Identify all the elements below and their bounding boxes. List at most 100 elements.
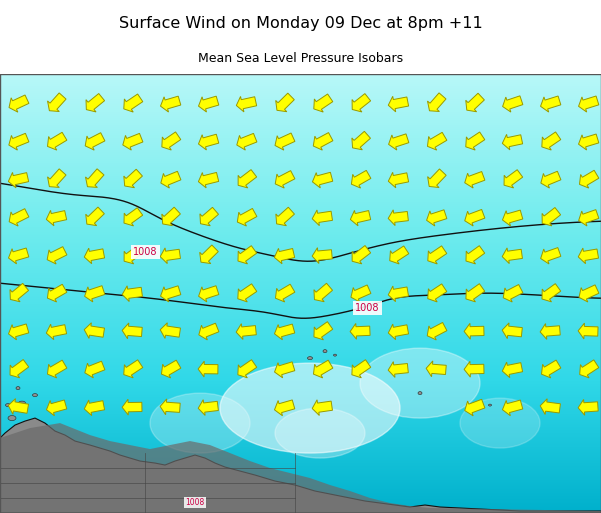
Ellipse shape: [50, 404, 54, 407]
Polygon shape: [8, 248, 29, 264]
Polygon shape: [502, 134, 523, 150]
Polygon shape: [122, 323, 142, 339]
Polygon shape: [541, 171, 561, 188]
Text: 1008: 1008: [185, 498, 204, 507]
Polygon shape: [236, 96, 257, 112]
Polygon shape: [162, 360, 181, 378]
Polygon shape: [122, 286, 142, 302]
Polygon shape: [275, 324, 294, 340]
Polygon shape: [0, 418, 601, 513]
Polygon shape: [276, 93, 294, 112]
Polygon shape: [84, 323, 105, 339]
Polygon shape: [352, 360, 371, 378]
Polygon shape: [275, 400, 294, 416]
Polygon shape: [199, 323, 219, 340]
Polygon shape: [579, 96, 599, 112]
Polygon shape: [503, 285, 523, 302]
Polygon shape: [85, 169, 104, 187]
Polygon shape: [542, 360, 561, 378]
Polygon shape: [389, 134, 409, 150]
Polygon shape: [198, 96, 219, 112]
Polygon shape: [427, 93, 446, 111]
Polygon shape: [502, 400, 523, 416]
Ellipse shape: [5, 404, 10, 407]
Polygon shape: [86, 93, 105, 112]
Polygon shape: [312, 248, 332, 264]
Polygon shape: [502, 210, 523, 226]
Polygon shape: [162, 132, 181, 150]
Ellipse shape: [418, 391, 422, 394]
Polygon shape: [313, 172, 333, 188]
Polygon shape: [466, 132, 485, 150]
Polygon shape: [313, 132, 333, 150]
Polygon shape: [465, 209, 485, 226]
Ellipse shape: [8, 416, 16, 421]
Polygon shape: [275, 284, 295, 302]
Polygon shape: [46, 400, 67, 416]
Polygon shape: [162, 207, 180, 226]
Polygon shape: [579, 210, 599, 226]
Polygon shape: [350, 210, 371, 226]
Polygon shape: [238, 360, 257, 378]
Polygon shape: [275, 133, 295, 150]
Polygon shape: [47, 284, 67, 302]
Polygon shape: [312, 210, 332, 226]
Polygon shape: [236, 324, 256, 340]
Polygon shape: [388, 362, 408, 378]
Polygon shape: [388, 96, 409, 112]
Polygon shape: [198, 286, 219, 302]
Ellipse shape: [19, 401, 25, 405]
Polygon shape: [238, 284, 257, 302]
Polygon shape: [160, 399, 180, 415]
Text: 1008: 1008: [133, 247, 157, 257]
Polygon shape: [502, 323, 522, 339]
Polygon shape: [427, 210, 447, 226]
Polygon shape: [578, 323, 598, 339]
Polygon shape: [124, 246, 142, 264]
Polygon shape: [274, 248, 294, 264]
Polygon shape: [84, 400, 105, 416]
Polygon shape: [47, 169, 66, 187]
Polygon shape: [352, 246, 371, 264]
Polygon shape: [427, 169, 446, 188]
Ellipse shape: [150, 393, 250, 453]
Polygon shape: [502, 96, 523, 112]
Polygon shape: [427, 323, 447, 340]
Polygon shape: [10, 283, 29, 302]
Polygon shape: [160, 286, 181, 302]
Polygon shape: [85, 286, 105, 302]
Polygon shape: [351, 285, 371, 302]
Ellipse shape: [323, 350, 327, 352]
Polygon shape: [389, 246, 409, 264]
Polygon shape: [46, 324, 67, 340]
Polygon shape: [160, 96, 181, 112]
Ellipse shape: [275, 408, 365, 458]
Polygon shape: [388, 172, 409, 188]
Polygon shape: [388, 210, 408, 226]
Polygon shape: [579, 170, 599, 188]
Polygon shape: [314, 360, 333, 378]
Polygon shape: [502, 248, 522, 264]
Polygon shape: [541, 248, 561, 264]
Polygon shape: [466, 284, 485, 302]
Polygon shape: [466, 246, 485, 264]
Polygon shape: [579, 285, 599, 302]
Polygon shape: [540, 96, 561, 112]
Polygon shape: [388, 286, 409, 302]
Polygon shape: [504, 170, 523, 188]
Polygon shape: [9, 209, 29, 226]
Polygon shape: [161, 171, 181, 188]
Ellipse shape: [489, 404, 492, 406]
Polygon shape: [238, 246, 257, 264]
Text: 1008: 1008: [355, 303, 379, 313]
Polygon shape: [578, 400, 598, 415]
Ellipse shape: [308, 357, 313, 360]
Polygon shape: [350, 323, 370, 339]
Ellipse shape: [220, 363, 400, 453]
Polygon shape: [8, 324, 29, 340]
Polygon shape: [542, 208, 561, 226]
Polygon shape: [9, 95, 29, 112]
Polygon shape: [352, 93, 371, 112]
Polygon shape: [200, 245, 218, 264]
Polygon shape: [275, 362, 295, 378]
